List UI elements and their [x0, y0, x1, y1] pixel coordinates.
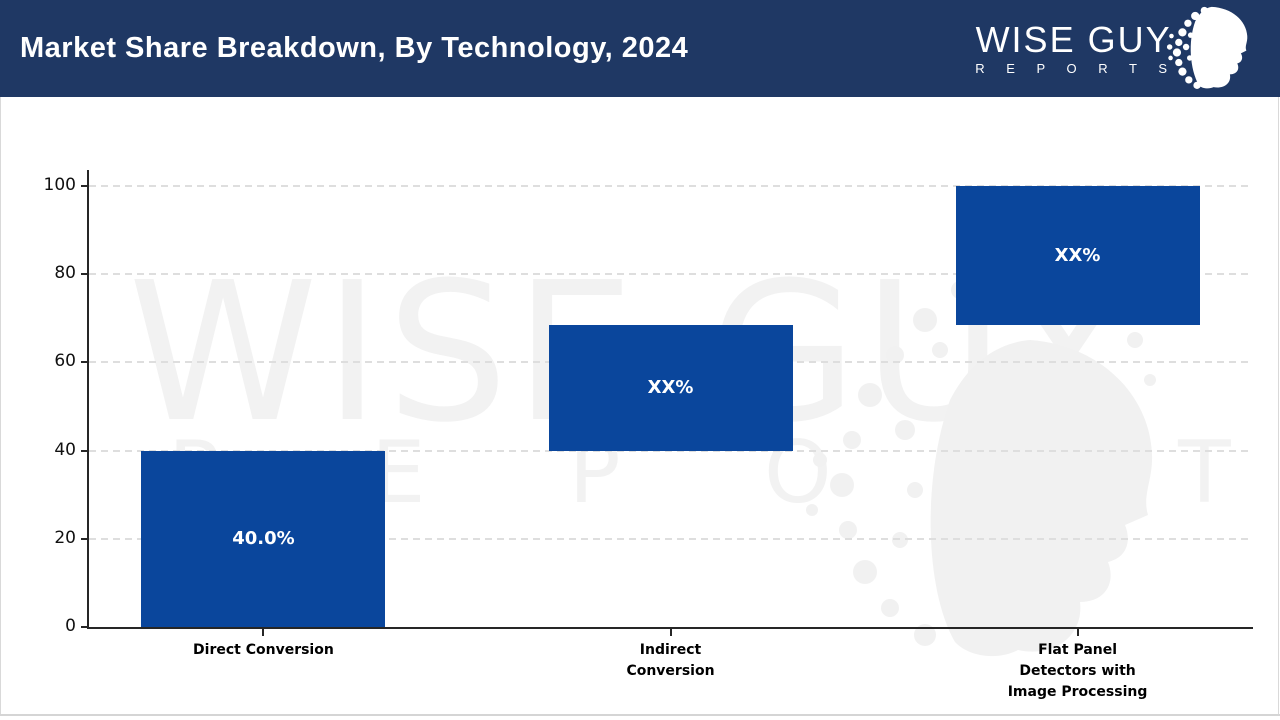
page-title: Market Share Breakdown, By Technology, 2… — [20, 32, 689, 64]
y-gridline — [89, 185, 1252, 187]
y-tick-mark — [81, 449, 88, 452]
y-gridline — [89, 449, 1252, 452]
x-tick-mark — [669, 629, 672, 636]
x-axis-spine — [87, 627, 1253, 629]
logo-wordmark: WISE GUY — [975, 18, 1172, 60]
bar: 40.0% — [141, 450, 386, 627]
y-tick-label: 20 — [54, 527, 76, 548]
y-tick-label: 100 — [43, 175, 76, 195]
y-gridline — [89, 273, 1252, 276]
x-category-label: Flat Panel Detectors with Image Processi… — [1007, 642, 1148, 700]
y-tick-label: 80 — [54, 263, 76, 284]
logo-subtitle: R E P O R T S — [975, 60, 1176, 76]
bar-value-label: XX% — [1054, 244, 1101, 266]
wise-guy-reports-logo: WISE GUY R E P O R T S — [971, 5, 1254, 93]
bar: XX% — [548, 324, 793, 451]
page-border-left — [0, 97, 1, 714]
header-bar: Market Share Breakdown, By Technology, 2… — [0, 0, 1280, 97]
y-tick-label: 40 — [54, 439, 76, 460]
bar-value-label: 40.0% — [232, 528, 295, 550]
y-tick-label: 0 — [65, 616, 76, 636]
y-tick-mark — [81, 273, 88, 276]
x-tick-mark — [1076, 629, 1079, 636]
y-tick-mark — [81, 626, 88, 628]
page-border-bottom — [0, 714, 1280, 716]
x-category-label: Indirect Conversion — [626, 642, 715, 679]
bar-value-label: XX% — [647, 377, 694, 399]
y-gridline — [89, 537, 1252, 540]
y-tick-mark — [81, 185, 88, 187]
face-profile-icon — [1162, 5, 1254, 93]
y-tick-label: 60 — [54, 351, 76, 372]
x-category-label: Direct Conversion — [193, 642, 334, 658]
y-tick-mark — [81, 361, 88, 364]
y-tick-mark — [81, 537, 88, 540]
bar: XX% — [955, 186, 1200, 325]
y-axis-spine — [87, 170, 89, 629]
page-border-right — [1278, 97, 1279, 714]
logo-text: WISE GUY R E P O R T S — [971, 18, 1176, 76]
x-tick-mark — [262, 629, 265, 636]
